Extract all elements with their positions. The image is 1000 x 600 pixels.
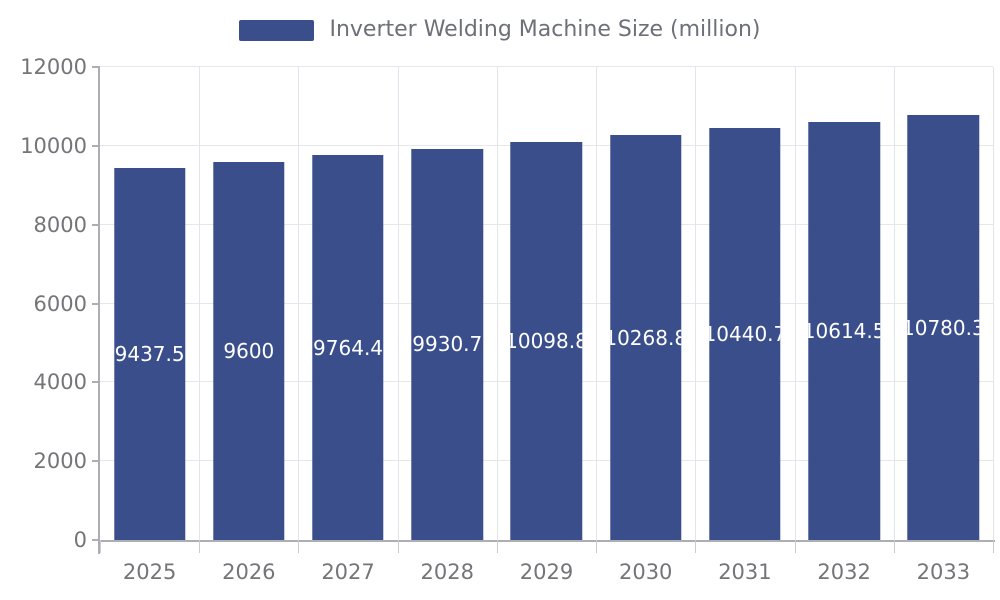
gridline-x-5 xyxy=(596,67,598,540)
bar-value-label-2028: 9930.7 xyxy=(412,332,483,357)
gridline-x-9 xyxy=(993,67,994,540)
gridline-x-2 xyxy=(298,67,300,540)
gridline-x-3 xyxy=(397,67,399,540)
legend[interactable]: Inverter Welding Machine Size (million) xyxy=(0,17,1000,42)
bar-value-label-2032: 10614.5 xyxy=(808,318,880,343)
y-tick-8000 xyxy=(92,223,100,226)
gridline-x-7 xyxy=(794,67,796,540)
bar-value-label-2031: 10440.7 xyxy=(709,322,781,347)
bar-value-label-2025: 9437.5 xyxy=(114,342,185,366)
bar-series: 9437.5 2025 9600 2026 9764.4 2027 9930.7 2028 10… xyxy=(100,67,993,584)
x-tick-2 xyxy=(298,540,300,553)
y-tick-12000 xyxy=(92,66,100,68)
gridline-x-4 xyxy=(496,67,498,540)
bar-2031[interactable]: 10440.7 xyxy=(709,128,781,540)
legend-swatch xyxy=(239,19,315,41)
bar-2025[interactable]: 9437.5 xyxy=(113,168,186,540)
bar-slot-2028: 9930.7 2028 xyxy=(398,67,497,584)
bar-2027[interactable]: 9764.4 xyxy=(312,155,384,540)
x-tick-label-2027: 2027 xyxy=(321,560,375,584)
y-tick-0 xyxy=(92,539,100,541)
plot-area: 0 2000 4000 6000 8000 10000 12000 9437.5 2025 96… xyxy=(20,57,995,584)
bar-value-label-2026: 9600 xyxy=(223,338,275,363)
bar-slot-2025: 9437.5 2025 xyxy=(100,67,199,584)
gridline-y-12000 xyxy=(100,66,993,67)
x-tick-label-2028: 2028 xyxy=(420,560,474,584)
gridline-x-1 xyxy=(199,67,201,540)
bar-value-label-2030: 10268.8 xyxy=(609,325,682,350)
y-axis-line xyxy=(98,67,100,554)
bar-2029[interactable]: 10098.8 xyxy=(510,141,583,540)
bar-2033[interactable]: 10780.3 xyxy=(907,115,980,540)
x-tick-label-2029: 2029 xyxy=(519,560,574,584)
x-tick-label-2032: 2032 xyxy=(817,560,871,584)
bar-slot-2027: 9764.4 2027 xyxy=(298,67,397,584)
x-tick-label-2033: 2033 xyxy=(916,560,971,584)
bar-value-label-2027: 9764.4 xyxy=(313,335,384,360)
bar-slot-2026: 9600 2026 xyxy=(199,67,298,584)
bar-slot-2030: 10268.8 2030 xyxy=(596,67,695,584)
bar-slot-2032: 10614.5 2032 xyxy=(795,67,894,584)
x-tick-7 xyxy=(794,540,796,553)
x-tick-6 xyxy=(695,540,697,553)
gridline-x-6 xyxy=(695,67,697,540)
x-tick-8 xyxy=(893,540,895,553)
x-tick-5 xyxy=(596,540,598,553)
y-tick-4000 xyxy=(92,381,100,384)
bar-2028[interactable]: 9930.7 xyxy=(411,148,483,540)
bar-2032[interactable]: 10614.5 xyxy=(808,121,880,540)
x-tick-label-2031: 2031 xyxy=(718,560,772,584)
bar-slot-2033: 10780.3 2033 xyxy=(894,67,993,584)
bar-value-label-2029: 10098.8 xyxy=(510,328,583,353)
bar-2026[interactable]: 9600 xyxy=(213,161,285,540)
x-tick-1 xyxy=(199,540,201,553)
bar-slot-2031: 10440.7 2031 xyxy=(695,67,794,584)
x-tick-9 xyxy=(993,540,994,553)
y-tick-2000 xyxy=(92,460,100,463)
x-axis-line xyxy=(98,540,995,542)
bar-slot-2029: 10098.8 2029 xyxy=(497,67,596,584)
bar-2030[interactable]: 10268.8 xyxy=(609,135,682,540)
x-tick-4 xyxy=(496,540,498,553)
x-tick-label-2030: 2030 xyxy=(618,560,673,584)
legend-label: Inverter Welding Machine Size (million) xyxy=(329,17,761,42)
gridline-x-8 xyxy=(893,67,895,540)
y-tick-6000 xyxy=(92,302,100,305)
x-tick-label-2026: 2026 xyxy=(222,560,276,584)
x-tick-label-2025: 2025 xyxy=(122,560,177,584)
x-tick-3 xyxy=(397,540,399,553)
y-tick-10000 xyxy=(92,144,100,147)
bar-value-label-2033: 10780.3 xyxy=(907,315,980,340)
x-tick-0 xyxy=(100,540,101,553)
